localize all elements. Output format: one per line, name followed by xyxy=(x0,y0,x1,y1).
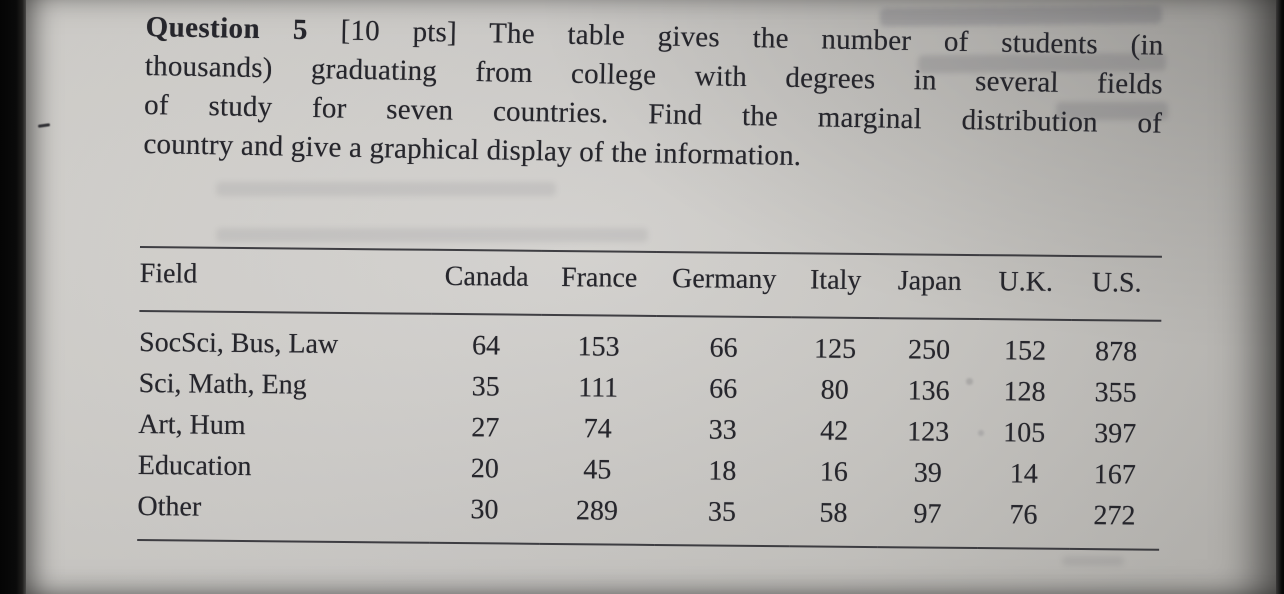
table-cell: 33 xyxy=(708,414,737,446)
table-cell: 397 xyxy=(1094,418,1137,450)
table-cell: 97 xyxy=(877,493,978,549)
table-cell: 20 xyxy=(470,453,500,485)
row-field-label: Other xyxy=(137,485,430,543)
data-table-container: Field Canada France Germany Italy Japan … xyxy=(137,246,1162,551)
row-field-label: Education xyxy=(137,449,252,483)
table-cell: 14 xyxy=(1009,458,1039,490)
table-cell: 128 xyxy=(1003,376,1046,408)
table-cell: 76 xyxy=(977,494,1070,549)
table-row: Other 30 289 35 58 97 76 272 xyxy=(137,485,1160,550)
table-cell: 42 xyxy=(820,415,849,447)
question-paragraph: Question 5 [10 pts] The table gives the … xyxy=(143,8,1164,183)
question-number-label: Question 5 xyxy=(145,10,309,46)
table-cell: 878 xyxy=(1094,336,1138,368)
table-cell: 153 xyxy=(577,331,620,363)
table-header-row: Field Canada France Germany Italy Japan … xyxy=(139,246,1162,321)
column-header-france: France xyxy=(541,250,657,316)
column-header-germany: Germany xyxy=(656,251,792,318)
table-cell: 66 xyxy=(709,373,738,405)
photo-right-dark-edge xyxy=(1276,0,1284,594)
table-cell: 80 xyxy=(820,374,849,406)
table-cell: 250 xyxy=(907,334,951,366)
table-cell: 18 xyxy=(708,455,737,487)
table-cell: 39 xyxy=(913,457,943,489)
table-cell: 136 xyxy=(907,375,950,407)
column-header-uk: U.K. xyxy=(979,255,1072,320)
table-cell: 16 xyxy=(819,456,849,488)
column-header-canada: Canada xyxy=(431,249,542,315)
table-cell: 66 xyxy=(709,332,738,364)
table-cell: 35 xyxy=(654,490,790,547)
column-header-japan: Japan xyxy=(879,254,980,320)
table-cell: 105 xyxy=(1003,417,1046,449)
table-cell: 58 xyxy=(789,492,878,548)
column-header-us: U.S. xyxy=(1071,255,1162,321)
photo-left-dark-edge xyxy=(0,0,26,594)
table-cell: 355 xyxy=(1094,377,1137,409)
row-field-label: SocSci, Bus, Law xyxy=(138,326,339,360)
table-cell: 35 xyxy=(471,371,500,403)
table-cell: 64 xyxy=(471,330,501,362)
row-field-label: Art, Hum xyxy=(138,408,246,442)
table-cell: 167 xyxy=(1093,459,1136,491)
table-cell: 111 xyxy=(578,372,619,404)
column-header-italy: Italy xyxy=(791,253,880,319)
paper-background xyxy=(26,0,1276,594)
row-field-label: Sci, Math, Eng xyxy=(138,367,307,401)
column-header-field: Field xyxy=(139,246,432,314)
students-by-field-country-table: Field Canada France Germany Italy Japan … xyxy=(137,246,1162,551)
table-cell: 27 xyxy=(471,412,500,444)
table-cell: 125 xyxy=(813,333,857,365)
table-cell: 45 xyxy=(583,454,612,486)
table-cell: 30 xyxy=(429,488,540,544)
table-cell: 123 xyxy=(907,416,950,448)
table-cell: 74 xyxy=(583,413,612,445)
table-cell: 289 xyxy=(539,489,655,545)
table-cell: 272 xyxy=(1069,494,1160,550)
table-cell: 152 xyxy=(1003,335,1047,367)
